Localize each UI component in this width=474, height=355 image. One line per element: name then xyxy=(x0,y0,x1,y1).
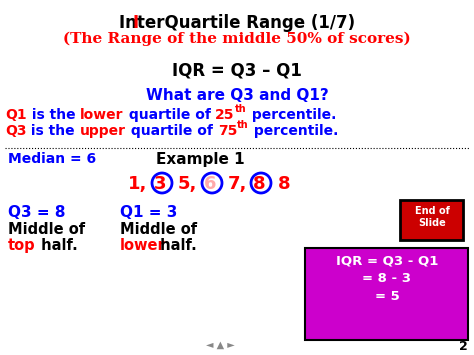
Text: Example 1: Example 1 xyxy=(155,152,244,167)
Text: 2: 2 xyxy=(459,340,468,353)
Text: (The Range of the middle 50% of scores): (The Range of the middle 50% of scores) xyxy=(63,32,411,47)
Text: Q3 = 8: Q3 = 8 xyxy=(8,205,65,220)
Text: Q1 = 3: Q1 = 3 xyxy=(120,205,177,220)
Text: ◄ ▲ ►: ◄ ▲ ► xyxy=(206,340,234,350)
Text: 1,: 1, xyxy=(128,175,147,193)
Text: half.: half. xyxy=(155,238,197,253)
Text: Q1: Q1 xyxy=(5,108,27,122)
Text: half.: half. xyxy=(36,238,78,253)
Text: th: th xyxy=(235,104,246,114)
Text: End of: End of xyxy=(415,206,449,216)
Text: 25: 25 xyxy=(215,108,235,122)
Text: IQR = Q3 - Q1: IQR = Q3 - Q1 xyxy=(336,254,438,267)
Text: percentile.: percentile. xyxy=(246,108,336,122)
Text: What are Q3 and Q1?: What are Q3 and Q1? xyxy=(146,88,328,103)
Text: is the: is the xyxy=(27,124,80,138)
Text: 75: 75 xyxy=(218,124,237,138)
Text: 8: 8 xyxy=(253,175,265,193)
Text: th: th xyxy=(237,120,249,130)
Text: lower: lower xyxy=(80,108,124,122)
FancyBboxPatch shape xyxy=(400,200,463,240)
Text: Q3: Q3 xyxy=(5,124,27,138)
Text: 8: 8 xyxy=(278,175,291,193)
Text: Middle of: Middle of xyxy=(120,222,197,237)
Text: IQR = Q3 – Q1: IQR = Q3 – Q1 xyxy=(172,62,302,80)
Text: Slide: Slide xyxy=(418,218,446,228)
Text: 7,: 7, xyxy=(228,175,247,193)
Text: I: I xyxy=(133,14,139,32)
Text: Middle of: Middle of xyxy=(8,222,85,237)
Text: quartile of: quartile of xyxy=(126,124,218,138)
Text: = 8 - 3: = 8 - 3 xyxy=(363,272,411,285)
Text: 6: 6 xyxy=(204,175,217,193)
Text: 5,: 5, xyxy=(178,175,197,193)
FancyBboxPatch shape xyxy=(305,248,468,340)
Text: 3: 3 xyxy=(154,175,166,193)
Text: top: top xyxy=(8,238,36,253)
Text: percentile.: percentile. xyxy=(249,124,338,138)
Text: Median = 6: Median = 6 xyxy=(8,152,96,166)
Text: is the: is the xyxy=(27,108,80,122)
Text: quartile of: quartile of xyxy=(124,108,215,122)
Text: lower: lower xyxy=(120,238,166,253)
Text: upper: upper xyxy=(80,124,126,138)
Text: = 5: = 5 xyxy=(374,290,400,303)
Text: InterQuartile Range (1/7): InterQuartile Range (1/7) xyxy=(119,14,355,32)
